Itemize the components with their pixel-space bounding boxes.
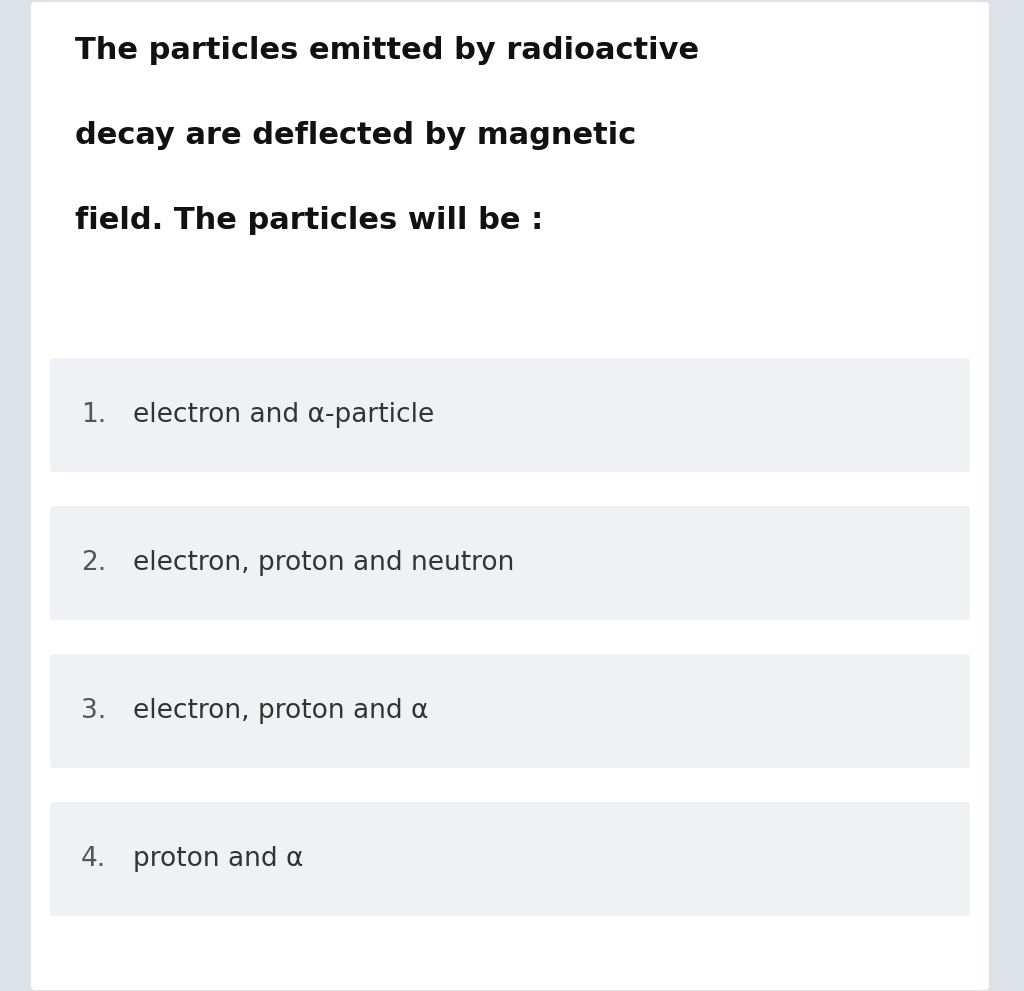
Text: decay are deflected by magnetic: decay are deflected by magnetic (75, 121, 636, 150)
Text: 4.: 4. (81, 846, 106, 872)
FancyBboxPatch shape (50, 654, 970, 768)
Text: 1.: 1. (81, 402, 106, 428)
Text: electron and α-particle: electron and α-particle (133, 402, 434, 428)
FancyBboxPatch shape (50, 358, 970, 472)
FancyBboxPatch shape (50, 506, 970, 620)
FancyBboxPatch shape (31, 2, 989, 990)
Text: proton and α: proton and α (133, 846, 303, 872)
FancyBboxPatch shape (50, 802, 970, 916)
Text: The particles emitted by radioactive: The particles emitted by radioactive (75, 36, 699, 65)
Text: electron, proton and α: electron, proton and α (133, 698, 428, 724)
Text: electron, proton and neutron: electron, proton and neutron (133, 550, 514, 576)
Text: 2.: 2. (81, 550, 106, 576)
Text: field. The particles will be :: field. The particles will be : (75, 206, 544, 235)
Text: 3.: 3. (81, 698, 106, 724)
